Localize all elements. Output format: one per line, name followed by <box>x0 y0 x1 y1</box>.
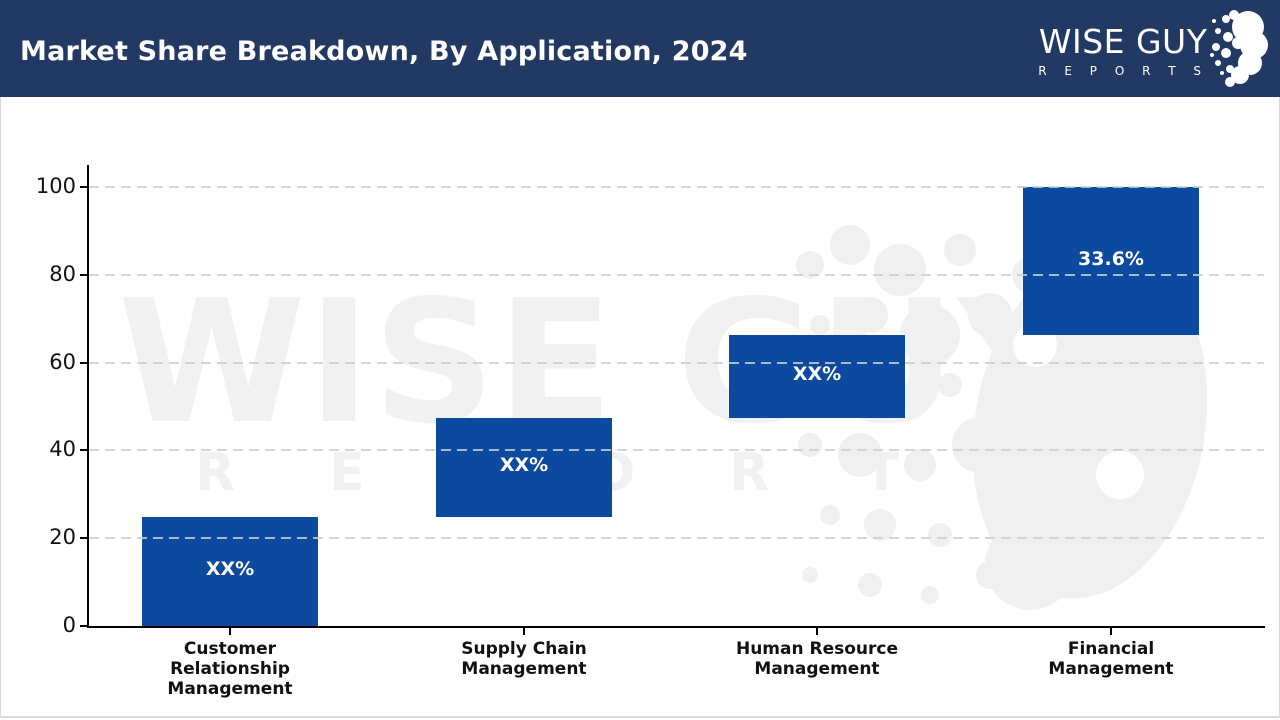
x-tick-mark <box>1110 628 1112 635</box>
bar-value-label: XX% <box>499 454 549 477</box>
wiseguy-logo-reports-label: R E P O R T S <box>1038 64 1208 78</box>
bar-value-label: 33.6% <box>1078 247 1144 270</box>
category-label-line: Management <box>461 659 587 679</box>
gridline <box>89 361 1264 364</box>
y-tick-mark <box>80 625 88 627</box>
y-tick-label: 100 <box>35 174 76 198</box>
y-tick-mark <box>80 273 88 276</box>
wiseguy-logo: WISE GUY R E P O R T S <box>1032 0 1272 97</box>
watermark-reports-label: R E P O R T S <box>195 443 1069 503</box>
y-tick-label: 80 <box>49 261 76 286</box>
watermark-face-icon <box>792 225 1208 610</box>
category-label: Human Resource Management <box>697 639 937 679</box>
wiseguy-logo-text: WISE GUY R E P O R T S <box>1038 22 1208 78</box>
x-tick-mark <box>816 628 818 635</box>
x-tick-mark <box>523 628 525 635</box>
category-label-line: Financial <box>1067 639 1155 659</box>
y-axis-spine <box>87 165 89 628</box>
bar-value-label: XX% <box>205 558 255 581</box>
chart-title: Market Share Breakdown, By Application, … <box>20 36 748 67</box>
plot-area: 0 20 40 60 80 100 XX% Customer Relationship Manag… <box>0 97 1280 717</box>
header-band: Market Share Breakdown, By Application, … <box>0 0 1280 97</box>
category-label: Supply Chain Management <box>404 639 644 679</box>
y-tick-mark <box>80 186 88 188</box>
gridline <box>89 186 1264 188</box>
y-tick-label: 40 <box>49 437 76 462</box>
category-label-line: Management <box>167 679 293 699</box>
y-tick-mark <box>80 449 88 452</box>
category-label-line: Supply Chain <box>461 639 587 659</box>
wiseguy-face-icon <box>1210 10 1268 87</box>
market-share-bar <box>729 334 905 418</box>
frame-border-left <box>0 97 1 718</box>
category-label: Customer Relationship Management <box>110 639 350 699</box>
y-tick-mark <box>80 361 88 364</box>
x-tick-mark <box>229 628 231 635</box>
market-share-bar <box>142 516 318 626</box>
wiseguy-logo-wordmark: WISE GUY <box>1038 22 1208 61</box>
market-share-bar <box>1023 187 1199 335</box>
category-label-line: Human Resource <box>735 639 899 659</box>
bar-value-label: XX% <box>792 363 842 386</box>
gridline <box>89 273 1264 276</box>
category-label-line: Management <box>1048 659 1174 679</box>
gridline <box>89 449 1264 452</box>
y-tick-mark <box>80 537 88 540</box>
x-axis-spine <box>87 626 1265 628</box>
category-label-line: Customer <box>183 639 277 659</box>
market-share-bar <box>436 417 612 517</box>
frame-border-bottom <box>0 716 1280 718</box>
y-tick-label: 0 <box>62 613 76 637</box>
y-tick-label: 60 <box>49 349 76 374</box>
category-label-line: Management <box>754 659 880 679</box>
category-label: Financial Management <box>991 639 1231 679</box>
gridline <box>89 537 1264 540</box>
category-label-line: Relationship <box>170 659 290 679</box>
y-tick-label: 20 <box>49 525 76 550</box>
